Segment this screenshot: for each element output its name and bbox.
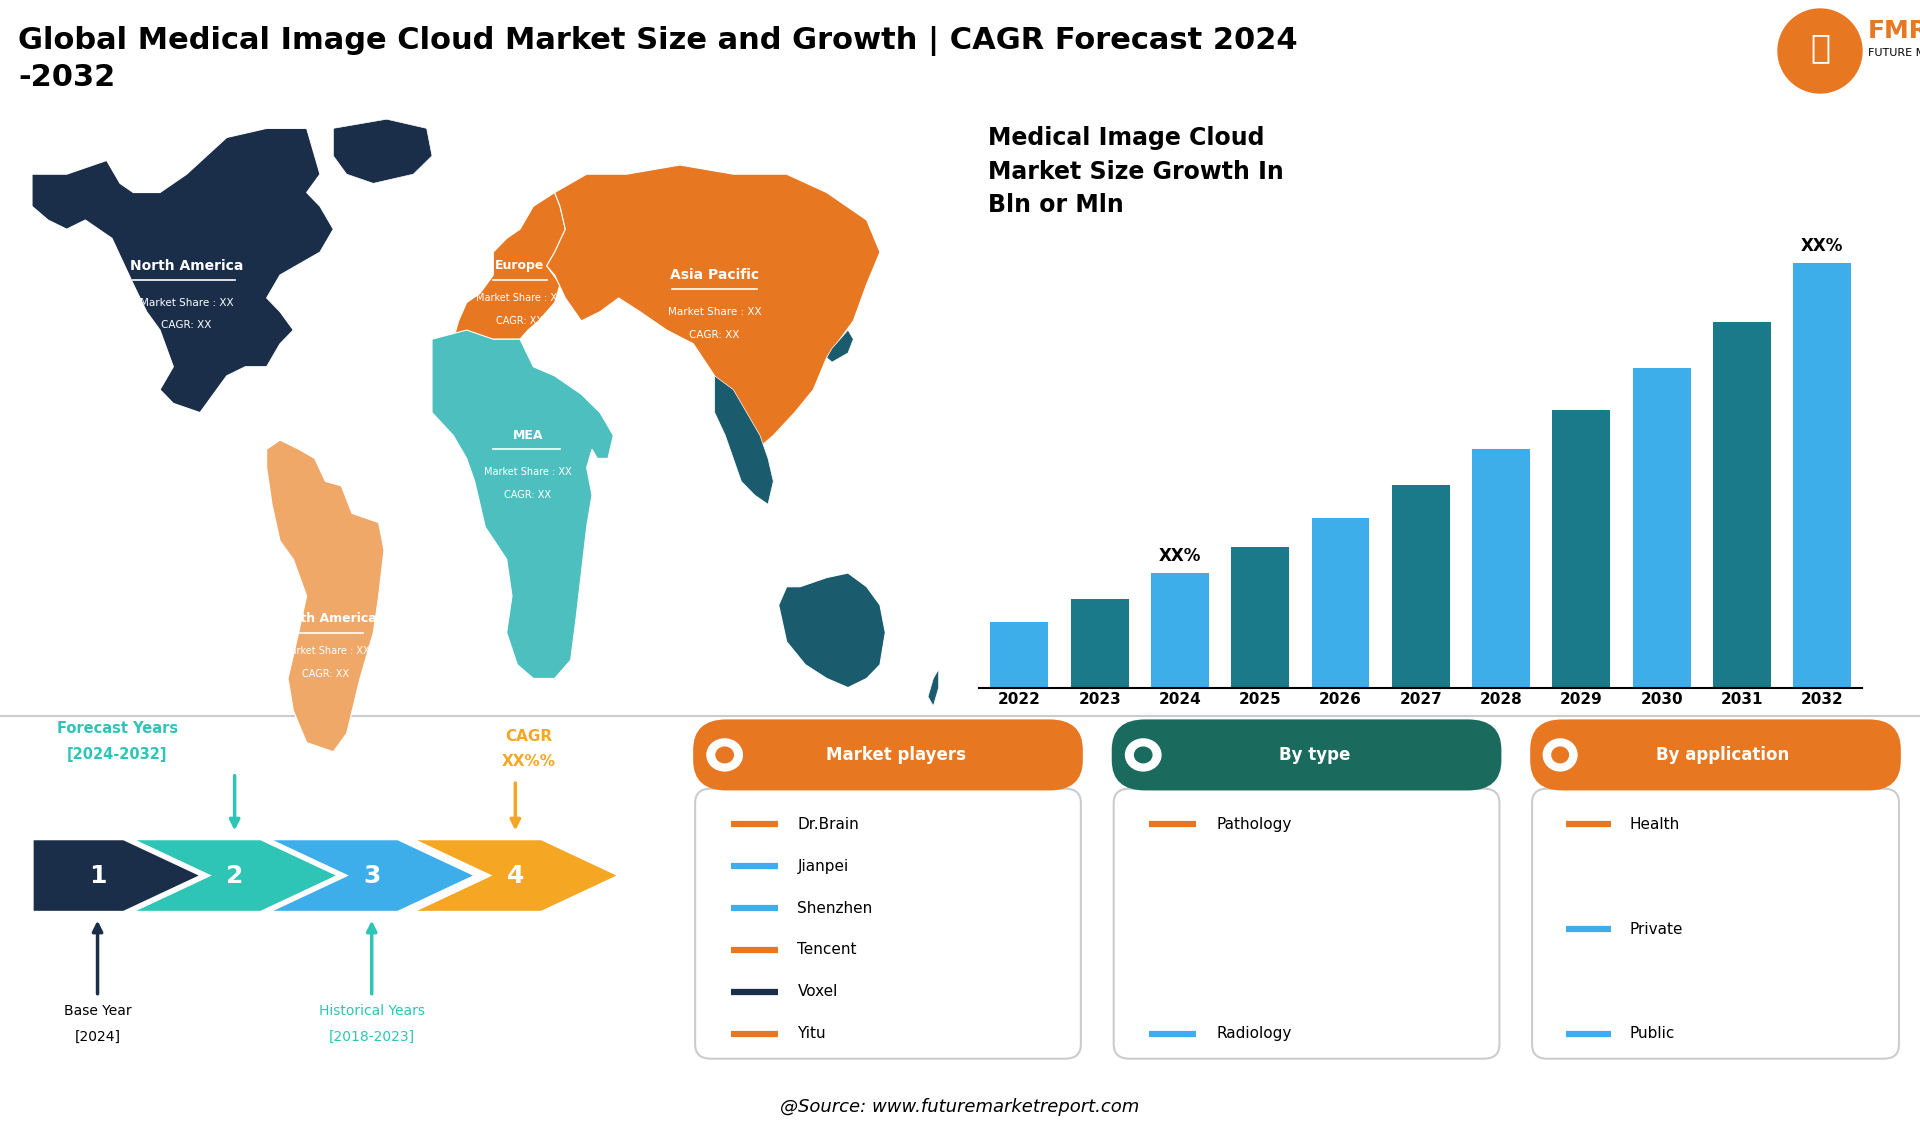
Text: Radiology: Radiology bbox=[1215, 1027, 1292, 1042]
Text: Shenzhen: Shenzhen bbox=[797, 901, 874, 916]
Polygon shape bbox=[714, 376, 774, 504]
Text: Yitu: Yitu bbox=[797, 1027, 826, 1042]
Bar bbox=[1071, 599, 1129, 688]
Text: Medical Image Cloud
Market Size Growth In
Bln or Mln: Medical Image Cloud Market Size Growth I… bbox=[989, 126, 1284, 217]
Text: CAGR: XX: CAGR: XX bbox=[301, 669, 349, 678]
Bar bbox=[1392, 485, 1450, 688]
Text: Market Share : XX: Market Share : XX bbox=[140, 298, 234, 307]
Polygon shape bbox=[432, 330, 612, 678]
Text: By type: By type bbox=[1279, 746, 1350, 764]
Bar bbox=[1793, 264, 1851, 688]
Text: CAGR: CAGR bbox=[505, 729, 551, 744]
Circle shape bbox=[1551, 747, 1569, 763]
Polygon shape bbox=[927, 669, 939, 706]
Text: @Source: www.futuremarketreport.com: @Source: www.futuremarketreport.com bbox=[780, 1098, 1140, 1116]
Polygon shape bbox=[547, 165, 879, 458]
Circle shape bbox=[707, 739, 743, 771]
Text: Dr.Brain: Dr.Brain bbox=[797, 817, 860, 832]
Text: [2024]: [2024] bbox=[75, 1030, 121, 1044]
Polygon shape bbox=[411, 839, 620, 912]
Polygon shape bbox=[267, 440, 384, 752]
Bar bbox=[1231, 547, 1288, 688]
Polygon shape bbox=[131, 839, 340, 912]
Text: Market Share : XX: Market Share : XX bbox=[668, 307, 762, 316]
Text: Private: Private bbox=[1630, 921, 1684, 936]
Text: By application: By application bbox=[1657, 746, 1789, 764]
FancyBboxPatch shape bbox=[1112, 720, 1501, 791]
Text: Asia Pacific: Asia Pacific bbox=[670, 268, 758, 282]
Text: Public: Public bbox=[1630, 1027, 1674, 1042]
Bar bbox=[1473, 449, 1530, 688]
Text: Historical Years: Historical Years bbox=[319, 1004, 424, 1019]
Circle shape bbox=[1544, 739, 1576, 771]
Circle shape bbox=[1135, 747, 1152, 763]
Circle shape bbox=[1778, 9, 1862, 93]
Text: Tencent: Tencent bbox=[797, 942, 856, 957]
Text: Jianpei: Jianpei bbox=[797, 858, 849, 873]
Text: North America: North America bbox=[131, 259, 244, 273]
Text: XX%%: XX%% bbox=[501, 754, 555, 769]
Text: CAGR: XX: CAGR: XX bbox=[689, 330, 739, 339]
Bar bbox=[991, 622, 1048, 688]
Text: 2: 2 bbox=[227, 864, 244, 887]
Circle shape bbox=[1125, 739, 1162, 771]
Polygon shape bbox=[334, 119, 432, 183]
Text: Global Medical Image Cloud Market Size and Growth | CAGR Forecast 2024
-2032: Global Medical Image Cloud Market Size a… bbox=[17, 26, 1298, 92]
Text: Forecast Years: Forecast Years bbox=[56, 721, 179, 737]
Polygon shape bbox=[267, 839, 476, 912]
Text: 🏃: 🏃 bbox=[1811, 31, 1830, 64]
Text: Pathology: Pathology bbox=[1215, 817, 1292, 832]
Text: XX%: XX% bbox=[1160, 547, 1202, 565]
Text: Market Share : XX: Market Share : XX bbox=[484, 468, 572, 477]
Text: CAGR: XX: CAGR: XX bbox=[497, 316, 543, 325]
Bar bbox=[1150, 573, 1210, 688]
Text: Market players: Market players bbox=[826, 746, 966, 764]
Polygon shape bbox=[33, 839, 202, 912]
FancyBboxPatch shape bbox=[1530, 720, 1901, 791]
Text: [2018-2023]: [2018-2023] bbox=[328, 1030, 415, 1044]
Circle shape bbox=[716, 747, 733, 763]
Polygon shape bbox=[33, 128, 334, 413]
Text: Market Share : XX: Market Share : XX bbox=[282, 646, 369, 656]
Text: Market Share : XX: Market Share : XX bbox=[476, 293, 564, 303]
Bar bbox=[1632, 368, 1692, 688]
Bar bbox=[1713, 322, 1770, 688]
Text: Voxel: Voxel bbox=[797, 984, 837, 999]
Text: 1: 1 bbox=[88, 864, 106, 887]
Text: Health: Health bbox=[1630, 817, 1680, 832]
FancyBboxPatch shape bbox=[693, 720, 1083, 791]
Polygon shape bbox=[453, 193, 564, 339]
Polygon shape bbox=[780, 573, 885, 688]
Text: CAGR: XX: CAGR: XX bbox=[505, 490, 551, 500]
Text: [2024-2032]: [2024-2032] bbox=[67, 747, 167, 762]
Text: South America: South America bbox=[275, 612, 376, 626]
Text: MEA: MEA bbox=[513, 429, 543, 442]
Text: FUTURE MARKET REPORT: FUTURE MARKET REPORT bbox=[1868, 48, 1920, 58]
Text: XX%: XX% bbox=[1801, 237, 1843, 256]
Bar bbox=[1311, 518, 1369, 688]
Text: Base Year: Base Year bbox=[63, 1004, 131, 1019]
Text: 3: 3 bbox=[363, 864, 380, 887]
Polygon shape bbox=[828, 330, 852, 362]
Text: CAGR: XX: CAGR: XX bbox=[161, 321, 211, 330]
Bar bbox=[1553, 410, 1611, 688]
Text: Europe: Europe bbox=[495, 259, 545, 273]
Text: 4: 4 bbox=[507, 864, 524, 887]
Text: FMR: FMR bbox=[1868, 19, 1920, 44]
